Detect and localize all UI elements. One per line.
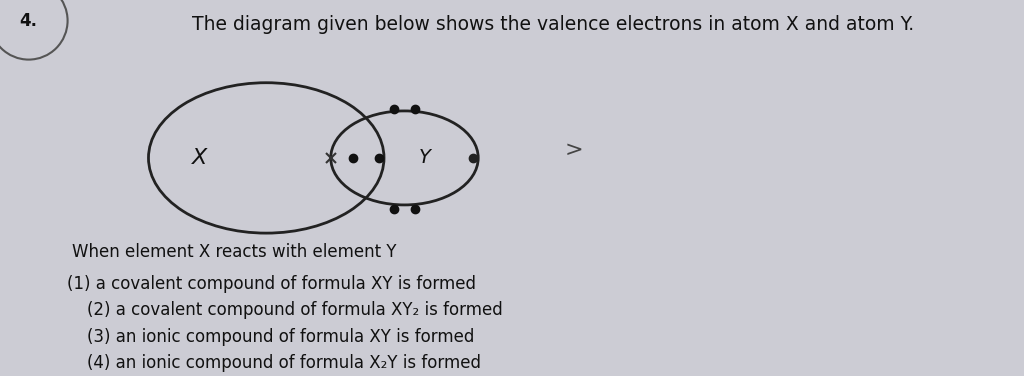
Text: When element X reacts with element Y: When element X reacts with element Y [72, 243, 396, 261]
Text: X: X [193, 148, 207, 168]
Text: (1) a covalent compound of formula XY is formed: (1) a covalent compound of formula XY is… [67, 275, 475, 293]
Text: The diagram given below shows the valence electrons in atom X and atom Y.: The diagram given below shows the valenc… [191, 15, 914, 34]
Text: (2) a covalent compound of formula XY₂ is formed: (2) a covalent compound of formula XY₂ i… [87, 301, 503, 319]
Text: (3) an ionic compound of formula XY is formed: (3) an ionic compound of formula XY is f… [87, 327, 474, 346]
Text: (4) an ionic compound of formula X₂Y is formed: (4) an ionic compound of formula X₂Y is … [87, 354, 481, 372]
Text: >: > [564, 140, 583, 161]
Text: 4.: 4. [19, 12, 38, 30]
Text: Y: Y [419, 149, 431, 167]
